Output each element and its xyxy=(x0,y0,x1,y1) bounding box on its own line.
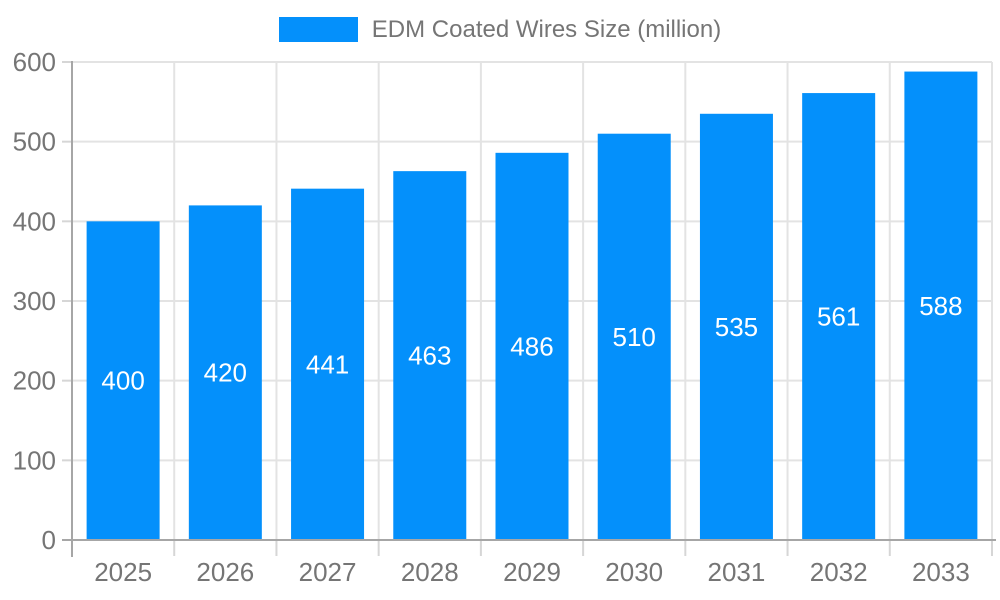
x-axis-label-2025: 2025 xyxy=(94,557,152,587)
bar-value-label-2031: 535 xyxy=(715,312,758,342)
bar-2030 xyxy=(597,133,671,540)
bar-2028 xyxy=(393,171,467,541)
bar-value-label-2029: 486 xyxy=(510,331,553,361)
x-axis-label-2027: 2027 xyxy=(299,557,357,587)
x-axis-label-2029: 2029 xyxy=(503,557,561,587)
bar-2032 xyxy=(802,93,876,540)
x-axis-label-2030: 2030 xyxy=(605,557,663,587)
bar-2025 xyxy=(86,221,160,541)
bar-value-label-2028: 463 xyxy=(408,341,451,371)
bar-2026 xyxy=(188,205,262,540)
bar-2029 xyxy=(495,152,569,540)
y-axis-label-600: 600 xyxy=(13,47,56,77)
x-axis-label-2031: 2031 xyxy=(708,557,766,587)
y-axis-label-300: 300 xyxy=(13,286,56,316)
x-axis-label-2026: 2026 xyxy=(196,557,254,587)
bar-value-label-2025: 400 xyxy=(101,366,144,396)
y-axis-label-100: 100 xyxy=(13,445,56,475)
legend-label: EDM Coated Wires Size (million) xyxy=(371,16,722,43)
bar-value-label-2032: 561 xyxy=(817,302,860,332)
bar-2033 xyxy=(904,71,978,540)
y-axis-label-0: 0 xyxy=(42,525,56,555)
y-axis-label-200: 200 xyxy=(13,366,56,396)
bar-value-label-2033: 588 xyxy=(919,291,962,321)
y-axis-label-500: 500 xyxy=(13,127,56,157)
bar-value-label-2030: 510 xyxy=(613,322,656,352)
bar-2027 xyxy=(291,188,365,541)
bar-value-label-2027: 441 xyxy=(306,349,349,379)
bar-value-label-2026: 420 xyxy=(204,358,247,388)
y-axis-label-400: 400 xyxy=(13,206,56,236)
x-axis-label-2028: 2028 xyxy=(401,557,459,587)
x-axis-label-2033: 2033 xyxy=(912,557,970,587)
legend-swatch xyxy=(278,17,358,42)
legend: EDM Coated Wires Size (million) xyxy=(0,17,1000,42)
bar-2031 xyxy=(699,113,773,541)
x-axis-label-2032: 2032 xyxy=(810,557,868,587)
